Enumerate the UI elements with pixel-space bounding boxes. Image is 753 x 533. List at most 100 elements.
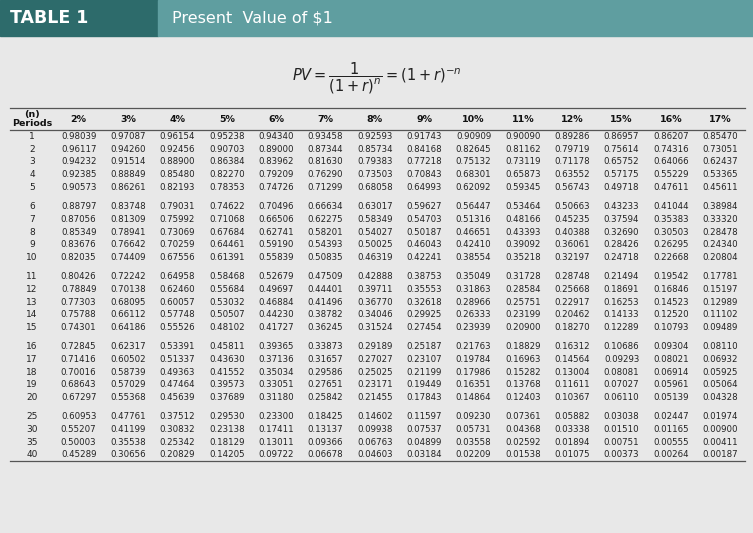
- Text: 0.35538: 0.35538: [110, 438, 146, 447]
- Text: 0.28584: 0.28584: [505, 285, 541, 294]
- Text: 0.87344: 0.87344: [308, 144, 343, 154]
- Text: 0.71299: 0.71299: [308, 183, 343, 192]
- Text: 0.09938: 0.09938: [357, 425, 392, 434]
- Text: 0.25751: 0.25751: [505, 297, 541, 306]
- Text: 0.39092: 0.39092: [505, 240, 541, 249]
- Text: 40: 40: [26, 450, 38, 459]
- Text: 0.59627: 0.59627: [407, 202, 442, 211]
- Text: 30: 30: [26, 425, 38, 434]
- Text: 0.35383: 0.35383: [653, 215, 689, 224]
- Text: 0.85734: 0.85734: [357, 144, 392, 154]
- Text: 0.01894: 0.01894: [554, 438, 590, 447]
- Text: 0.01075: 0.01075: [554, 450, 590, 459]
- Text: 0.00264: 0.00264: [653, 450, 689, 459]
- Text: 0.21494: 0.21494: [604, 272, 639, 281]
- Text: 0.85470: 0.85470: [703, 132, 738, 141]
- Text: 0.17986: 0.17986: [456, 367, 491, 376]
- Text: 0.85480: 0.85480: [160, 171, 195, 179]
- Text: 0.04368: 0.04368: [505, 425, 541, 434]
- Text: 0.18425: 0.18425: [308, 412, 343, 421]
- Text: 0.86957: 0.86957: [604, 132, 639, 141]
- Text: 0.72845: 0.72845: [61, 342, 96, 351]
- Text: 6: 6: [29, 202, 35, 211]
- Text: 0.09722: 0.09722: [258, 450, 294, 459]
- Text: 19: 19: [26, 381, 38, 389]
- Text: 0.02447: 0.02447: [653, 412, 689, 421]
- Text: 0.74301: 0.74301: [61, 323, 96, 332]
- Text: 0.80426: 0.80426: [61, 272, 96, 281]
- Text: 0.07361: 0.07361: [505, 412, 541, 421]
- Text: 0.77303: 0.77303: [61, 297, 96, 306]
- Text: 0.63552: 0.63552: [554, 171, 590, 179]
- Text: 0.15282: 0.15282: [505, 367, 541, 376]
- Text: 16%: 16%: [660, 115, 682, 124]
- Text: 0.32197: 0.32197: [554, 253, 590, 262]
- Text: 0.00751: 0.00751: [604, 438, 639, 447]
- Text: 0.50003: 0.50003: [61, 438, 96, 447]
- Text: 0.04328: 0.04328: [703, 393, 738, 402]
- Text: 2%: 2%: [71, 115, 87, 124]
- Text: 0.23138: 0.23138: [209, 425, 245, 434]
- Text: 0.45289: 0.45289: [61, 450, 96, 459]
- Text: 0.57748: 0.57748: [160, 310, 195, 319]
- Text: 0.75788: 0.75788: [61, 310, 96, 319]
- Text: 5%: 5%: [219, 115, 235, 124]
- Text: 0.01510: 0.01510: [604, 425, 639, 434]
- Text: 9: 9: [29, 240, 35, 249]
- Text: 0.60502: 0.60502: [110, 354, 146, 364]
- Text: 0.27454: 0.27454: [407, 323, 442, 332]
- Text: 0.79209: 0.79209: [258, 171, 294, 179]
- Text: 0.30832: 0.30832: [160, 425, 195, 434]
- Text: 0.74316: 0.74316: [653, 144, 689, 154]
- Text: 0.04603: 0.04603: [357, 450, 392, 459]
- Text: 0.01538: 0.01538: [505, 450, 541, 459]
- Text: 0.36770: 0.36770: [357, 297, 392, 306]
- Bar: [158, 0, 753, 36]
- Text: 0.54703: 0.54703: [407, 215, 442, 224]
- Text: TABLE 1: TABLE 1: [10, 9, 88, 27]
- Text: 0.96117: 0.96117: [61, 144, 96, 154]
- Text: 0.08081: 0.08081: [604, 367, 639, 376]
- Text: 0.05139: 0.05139: [653, 393, 689, 402]
- Text: 0.41552: 0.41552: [209, 367, 245, 376]
- Text: 0.52679: 0.52679: [258, 272, 294, 281]
- Text: 0.18829: 0.18829: [505, 342, 541, 351]
- Text: 0.73503: 0.73503: [357, 171, 392, 179]
- Text: 0.13011: 0.13011: [258, 438, 294, 447]
- Text: 0.85349: 0.85349: [61, 228, 96, 237]
- Text: 0.38782: 0.38782: [308, 310, 343, 319]
- Text: 0.42410: 0.42410: [456, 240, 492, 249]
- Text: 0.23199: 0.23199: [505, 310, 541, 319]
- Text: 0.09293: 0.09293: [604, 354, 639, 364]
- Text: 20: 20: [26, 393, 38, 402]
- Text: 3%: 3%: [120, 115, 136, 124]
- Text: 0.23300: 0.23300: [258, 412, 294, 421]
- Text: 0.37594: 0.37594: [604, 215, 639, 224]
- Text: 0.66112: 0.66112: [110, 310, 146, 319]
- Text: 0.25025: 0.25025: [357, 367, 392, 376]
- Text: 0.75132: 0.75132: [456, 157, 492, 166]
- Text: 0.11611: 0.11611: [554, 381, 590, 389]
- Text: 0.28748: 0.28748: [554, 272, 590, 281]
- Text: 0.25668: 0.25668: [554, 285, 590, 294]
- Text: 0.51316: 0.51316: [456, 215, 492, 224]
- Text: 0.76642: 0.76642: [110, 240, 146, 249]
- Text: 0.60057: 0.60057: [160, 297, 195, 306]
- Text: 0.12989: 0.12989: [703, 297, 738, 306]
- Text: 0.16253: 0.16253: [604, 297, 639, 306]
- Text: 0.98039: 0.98039: [61, 132, 96, 141]
- Text: 0.64993: 0.64993: [407, 183, 442, 192]
- Text: 0.70259: 0.70259: [160, 240, 195, 249]
- Text: 0.12403: 0.12403: [505, 393, 541, 402]
- Text: 0.56447: 0.56447: [456, 202, 492, 211]
- Text: 0.44230: 0.44230: [258, 310, 294, 319]
- Text: 0.66634: 0.66634: [308, 202, 343, 211]
- Text: 0.09304: 0.09304: [653, 342, 689, 351]
- Text: $\mathit{PV} = \dfrac{1}{(1+r)^{n}} = (1+r)^{-n}$: $\mathit{PV} = \dfrac{1}{(1+r)^{n}} = (1…: [291, 60, 462, 95]
- Text: 0.21199: 0.21199: [407, 367, 442, 376]
- Text: 0.40388: 0.40388: [554, 228, 590, 237]
- Text: 0.35049: 0.35049: [456, 272, 491, 281]
- Text: 0.86207: 0.86207: [653, 132, 689, 141]
- Text: 0.96154: 0.96154: [160, 132, 195, 141]
- Text: 0.62092: 0.62092: [456, 183, 491, 192]
